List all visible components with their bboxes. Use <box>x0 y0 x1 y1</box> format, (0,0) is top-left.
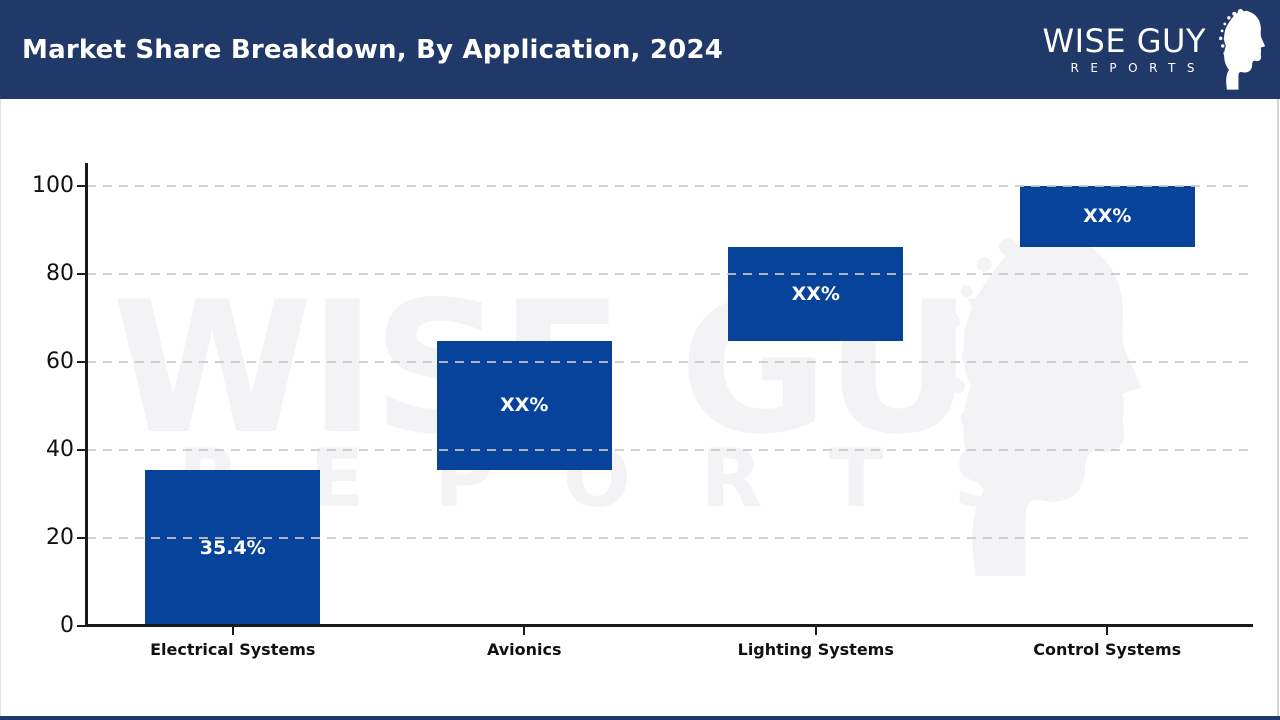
y-tick-mark <box>77 184 85 187</box>
page-left-border <box>0 99 1 716</box>
gridline <box>87 360 1253 363</box>
bar-value-label: 35.4% <box>199 537 266 560</box>
x-tick-mark <box>814 627 817 635</box>
x-category-label: Electrical Systems <box>150 640 316 659</box>
y-tick-label: 0 <box>60 613 74 638</box>
wise-guy-reports-logo: WISE GUY REPORTS <box>1042 8 1268 91</box>
y-tick-label: 60 <box>46 348 74 374</box>
wise-guy-head-icon <box>1198 8 1268 91</box>
x-category-label: Lighting Systems <box>737 640 894 659</box>
x-axis-line <box>85 624 1253 627</box>
page-title: Market Share Breakdown, By Application, … <box>22 34 724 65</box>
y-tick-label: 20 <box>46 524 74 550</box>
gridline <box>87 272 1253 275</box>
bar-value-label: XX% <box>500 394 549 417</box>
logo-text: WISE GUY REPORTS <box>1042 25 1206 75</box>
gridline <box>87 184 1253 187</box>
page-right-border <box>1277 99 1279 716</box>
gridline <box>87 536 1253 539</box>
y-axis-line <box>85 163 88 627</box>
bar-control-systems: XX% <box>1019 185 1195 248</box>
bar-value-label: XX% <box>1083 205 1132 228</box>
x-tick-mark <box>1106 627 1109 635</box>
y-tick-label: 40 <box>46 436 74 462</box>
y-tick-mark <box>77 536 85 539</box>
header: Market Share Breakdown, By Application, … <box>0 0 1280 99</box>
bar-value-label: XX% <box>791 282 840 305</box>
bar-lighting-systems: XX% <box>728 247 904 341</box>
x-category-label: Avionics <box>486 640 562 659</box>
logo-brand-subtitle: REPORTS <box>1070 60 1206 75</box>
footer-bar <box>0 716 1280 720</box>
logo-brand-name: WISE GUY <box>1042 21 1206 60</box>
x-tick-mark <box>231 627 234 635</box>
y-tick-mark <box>77 272 85 275</box>
y-tick-mark <box>77 625 85 627</box>
y-tick-label: 100 <box>32 172 74 198</box>
x-category-label: Control Systems <box>1033 640 1182 659</box>
x-tick-mark <box>523 627 526 635</box>
y-tick-mark <box>77 448 85 451</box>
y-tick-mark <box>77 360 85 363</box>
gridline <box>87 448 1253 451</box>
bar-electrical-systems: 35.4% <box>145 470 321 626</box>
y-tick-label: 80 <box>46 260 74 286</box>
